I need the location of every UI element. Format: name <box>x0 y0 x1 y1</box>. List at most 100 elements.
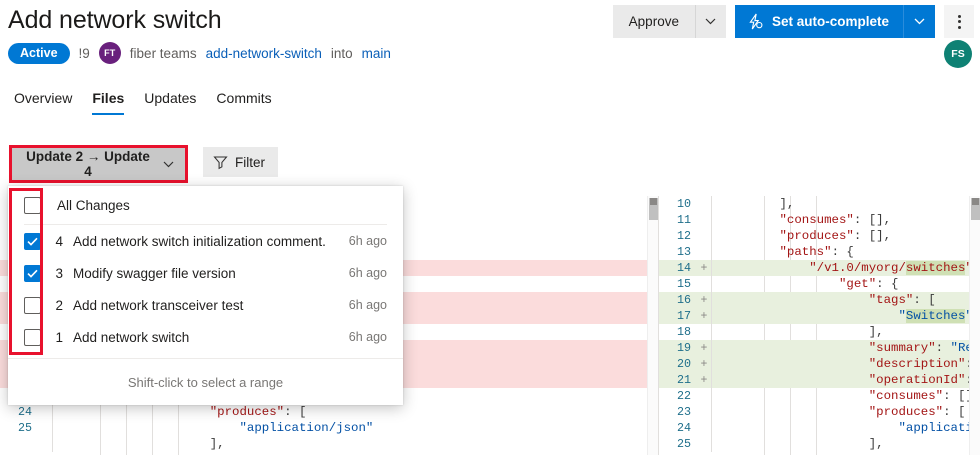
line-number: 12 <box>676 229 691 243</box>
diff-line: ], <box>0 436 658 452</box>
diff-line: 11 "consumes": [], <box>659 212 980 228</box>
scrollbar-thumb-left[interactable] <box>649 198 658 220</box>
set-auto-complete-button[interactable]: Set auto-complete <box>734 5 903 38</box>
chevron-down-icon <box>163 161 174 168</box>
checkbox-all-changes[interactable] <box>24 196 41 214</box>
diff-code-right[interactable]: 10 ], 11 "consumes": [], 12 "produces": []… <box>659 196 980 452</box>
diff-line: 25 ], <box>659 436 980 452</box>
dropdown-item[interactable]: 4 Add network switch initialization comme… <box>8 225 403 257</box>
line-code: "operationId": "Switches <box>868 373 973 387</box>
checkbox-update-3[interactable] <box>24 264 41 282</box>
pr-meta-row: Active !9 FT fiber teams add-network-swi… <box>8 42 391 64</box>
more-vertical-icon <box>957 14 961 29</box>
into-label: into <box>330 45 353 61</box>
dropdown-hint: Shift-click to select a range <box>8 358 403 405</box>
line-number: 20 <box>676 357 691 371</box>
update-title: Add network switch <box>73 329 190 345</box>
scrollbar-thumb-cap-left <box>650 198 657 205</box>
scrollbar-thumb-right[interactable] <box>971 198 980 220</box>
diff-line: 24 "produces": [ <box>0 404 658 420</box>
diff-line: 17 + "Switches" <box>659 308 980 324</box>
filter-button[interactable]: Filter <box>203 147 278 177</box>
chevron-down-icon <box>914 18 925 25</box>
line-number: 10 <box>676 197 691 211</box>
line-marker: + <box>700 309 708 323</box>
line-number: 22 <box>676 389 691 403</box>
diff-line: 23 "produces": [ <box>659 404 980 420</box>
line-number: 15 <box>676 277 691 291</box>
approve-button[interactable]: Approve <box>612 5 695 38</box>
more-actions-button[interactable] <box>944 5 974 38</box>
dropdown-item-list: 4 Add network switch initialization comme… <box>8 225 403 353</box>
update-index: 4 <box>55 233 63 249</box>
diff-line: 21 + "operationId": "Switches <box>659 372 980 388</box>
diff-line: 12 "produces": [], <box>659 228 980 244</box>
line-number: 14 <box>676 261 691 275</box>
diff-line: 14 + "/v1.0/myorg/switches": { <box>659 260 980 276</box>
avatar-current-user[interactable]: FS <box>944 40 972 68</box>
update-range-selector[interactable]: Update 2 → Update 4 <box>12 148 185 180</box>
diff-line: 22 "consumes": [], <box>659 388 980 404</box>
line-marker: + <box>700 293 708 307</box>
autocomplete-dropdown-button[interactable] <box>903 5 935 38</box>
line-code: "application/json" <box>239 421 374 435</box>
avatar-author[interactable]: FT <box>98 42 121 64</box>
line-number: 19 <box>676 341 691 355</box>
pr-tabs: Overview Files Updates Commits <box>6 86 280 115</box>
update-index: 3 <box>55 265 63 281</box>
line-code: "/v1.0/myorg/switches": { <box>809 261 980 275</box>
line-number: 24 <box>676 421 691 435</box>
checkbox-update-1[interactable] <box>24 328 41 346</box>
page-title: Add network switch <box>8 6 222 34</box>
dropdown-item[interactable]: 1 Add network switch 6h ago <box>8 321 403 353</box>
dropdown-item[interactable]: 2 Add network transceiver test 6h ago <box>8 289 403 321</box>
checkbox-update-2[interactable] <box>24 296 41 314</box>
dropdown-all-changes-row[interactable]: All Changes <box>8 186 403 224</box>
update-range-label: Update 2 → Update 4 <box>26 149 150 179</box>
source-branch-link[interactable]: add-network-switch <box>205 45 322 61</box>
update-time: 6h ago <box>348 330 387 344</box>
line-code: "application/json" <box>898 421 980 435</box>
line-number: 11 <box>676 213 691 227</box>
tab-files[interactable]: Files <box>84 86 132 115</box>
checkbox-update-4[interactable] <box>24 232 41 250</box>
tab-overview[interactable]: Overview <box>14 90 73 106</box>
line-code: "Switches" <box>898 309 973 323</box>
line-code: "consumes": [], <box>868 389 980 403</box>
dropdown-item[interactable]: 3 Modify swagger file version 6h ago <box>8 257 403 289</box>
update-title: Add network switch initialization commen… <box>73 233 326 249</box>
files-toolbar: Update 2 → Update 4 Filter swagger.json … <box>0 143 980 322</box>
update-time: 6h ago <box>348 234 387 248</box>
scrollbar-left[interactable] <box>647 196 658 455</box>
line-code: ], <box>720 197 795 211</box>
diff-line: 16 + "tags": [ <box>659 292 980 308</box>
line-marker: + <box>700 341 708 355</box>
header-actions: Approve Set auto-complete <box>612 5 974 38</box>
line-code: "description": "Get deta <box>868 357 973 371</box>
update-time: 6h ago <box>348 266 387 280</box>
pr-number: !9 <box>78 45 90 61</box>
diff-line: 13 "paths": { <box>659 244 980 260</box>
line-code: ], <box>61 437 225 451</box>
line-code: ], <box>720 437 884 451</box>
tab-updates[interactable]: Updates <box>144 90 197 106</box>
line-marker: + <box>700 261 708 275</box>
approve-dropdown-button[interactable] <box>694 5 726 38</box>
scrollbar-right[interactable] <box>969 196 980 455</box>
all-changes-label: All Changes <box>57 197 130 213</box>
line-number: 24 <box>17 405 32 419</box>
chevron-down-icon <box>705 18 716 25</box>
line-number: 21 <box>676 373 691 387</box>
line-number: 17 <box>676 309 691 323</box>
update-selector-highlight: Update 2 → Update 4 <box>9 145 188 183</box>
update-time: 6h ago <box>348 298 387 312</box>
scrollbar-thumb-cap-right <box>972 198 979 205</box>
line-code: "consumes": [], <box>779 213 892 227</box>
update-title: Add network transceiver test <box>73 297 244 313</box>
auto-complete-icon <box>747 13 764 30</box>
target-branch-link[interactable]: main <box>361 45 391 61</box>
line-marker: + <box>700 357 708 371</box>
update-title: Modify swagger file version <box>73 265 236 281</box>
tab-commits[interactable]: Commits <box>216 90 272 106</box>
